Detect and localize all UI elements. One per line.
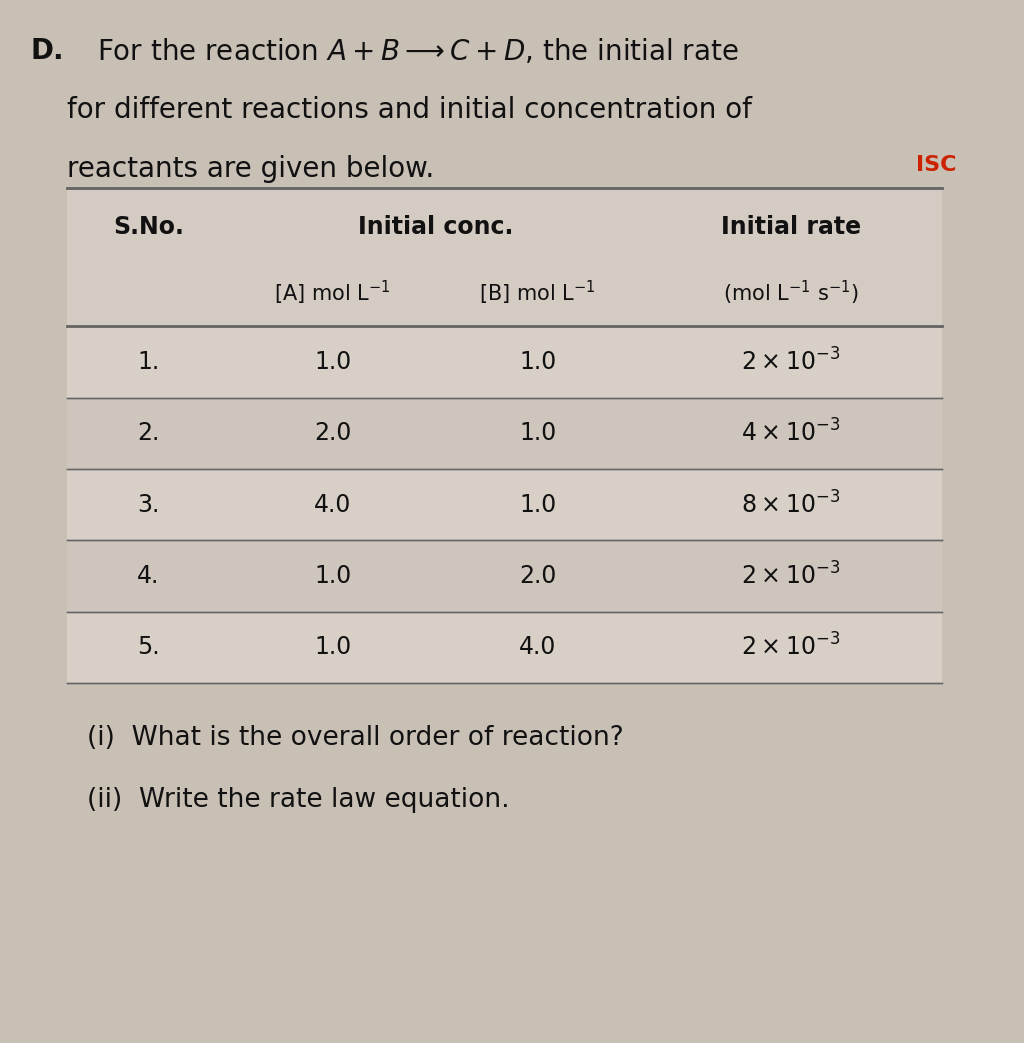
Text: 1.0: 1.0 xyxy=(314,635,351,659)
Text: [A] mol L$^{-1}$: [A] mol L$^{-1}$ xyxy=(274,280,391,308)
Bar xyxy=(67,469,942,540)
Text: 1.: 1. xyxy=(137,350,160,374)
Text: for different reactions and initial concentration of: for different reactions and initial conc… xyxy=(67,96,752,124)
Text: 1.0: 1.0 xyxy=(519,421,556,445)
Text: reactants are given below.: reactants are given below. xyxy=(67,155,434,184)
Bar xyxy=(67,612,942,683)
Text: For the reaction $A+B\longrightarrow C+D$, the initial rate: For the reaction $A+B\longrightarrow C+D… xyxy=(97,37,739,66)
Text: 3.: 3. xyxy=(137,492,160,517)
Text: 2.0: 2.0 xyxy=(519,564,556,588)
Text: 1.0: 1.0 xyxy=(519,350,556,374)
Bar xyxy=(67,397,942,469)
Text: Initial conc.: Initial conc. xyxy=(357,215,513,239)
Text: 5.: 5. xyxy=(137,635,160,659)
Text: 4.: 4. xyxy=(137,564,160,588)
Text: (i)  What is the overall order of reaction?: (i) What is the overall order of reactio… xyxy=(87,725,624,751)
Text: 2.: 2. xyxy=(137,421,160,445)
Text: 2.0: 2.0 xyxy=(314,421,351,445)
Text: 4.0: 4.0 xyxy=(519,635,556,659)
Text: [B] mol L$^{-1}$: [B] mol L$^{-1}$ xyxy=(479,280,596,308)
Text: S.No.: S.No. xyxy=(113,215,184,239)
Text: (mol L$^{-1}$ s$^{-1}$): (mol L$^{-1}$ s$^{-1}$) xyxy=(723,280,859,308)
Text: 4.0: 4.0 xyxy=(314,492,351,517)
Text: $2 \times 10^{-3}$: $2 \times 10^{-3}$ xyxy=(741,348,841,375)
Text: D.: D. xyxy=(31,37,65,65)
Text: $2 \times 10^{-3}$: $2 \times 10^{-3}$ xyxy=(741,562,841,589)
FancyBboxPatch shape xyxy=(67,188,942,683)
Text: $8 \times 10^{-3}$: $8 \times 10^{-3}$ xyxy=(741,491,841,518)
Text: 1.0: 1.0 xyxy=(519,492,556,517)
Text: (ii)  Write the rate law equation.: (ii) Write the rate law equation. xyxy=(87,787,510,814)
Bar xyxy=(67,540,942,612)
Text: $2 \times 10^{-3}$: $2 \times 10^{-3}$ xyxy=(741,634,841,661)
Text: $4 \times 10^{-3}$: $4 \times 10^{-3}$ xyxy=(741,420,841,447)
Text: ISC: ISC xyxy=(916,155,957,175)
Text: Initial rate: Initial rate xyxy=(721,215,861,239)
Text: 1.0: 1.0 xyxy=(314,350,351,374)
Bar xyxy=(67,326,942,397)
Text: 1.0: 1.0 xyxy=(314,564,351,588)
